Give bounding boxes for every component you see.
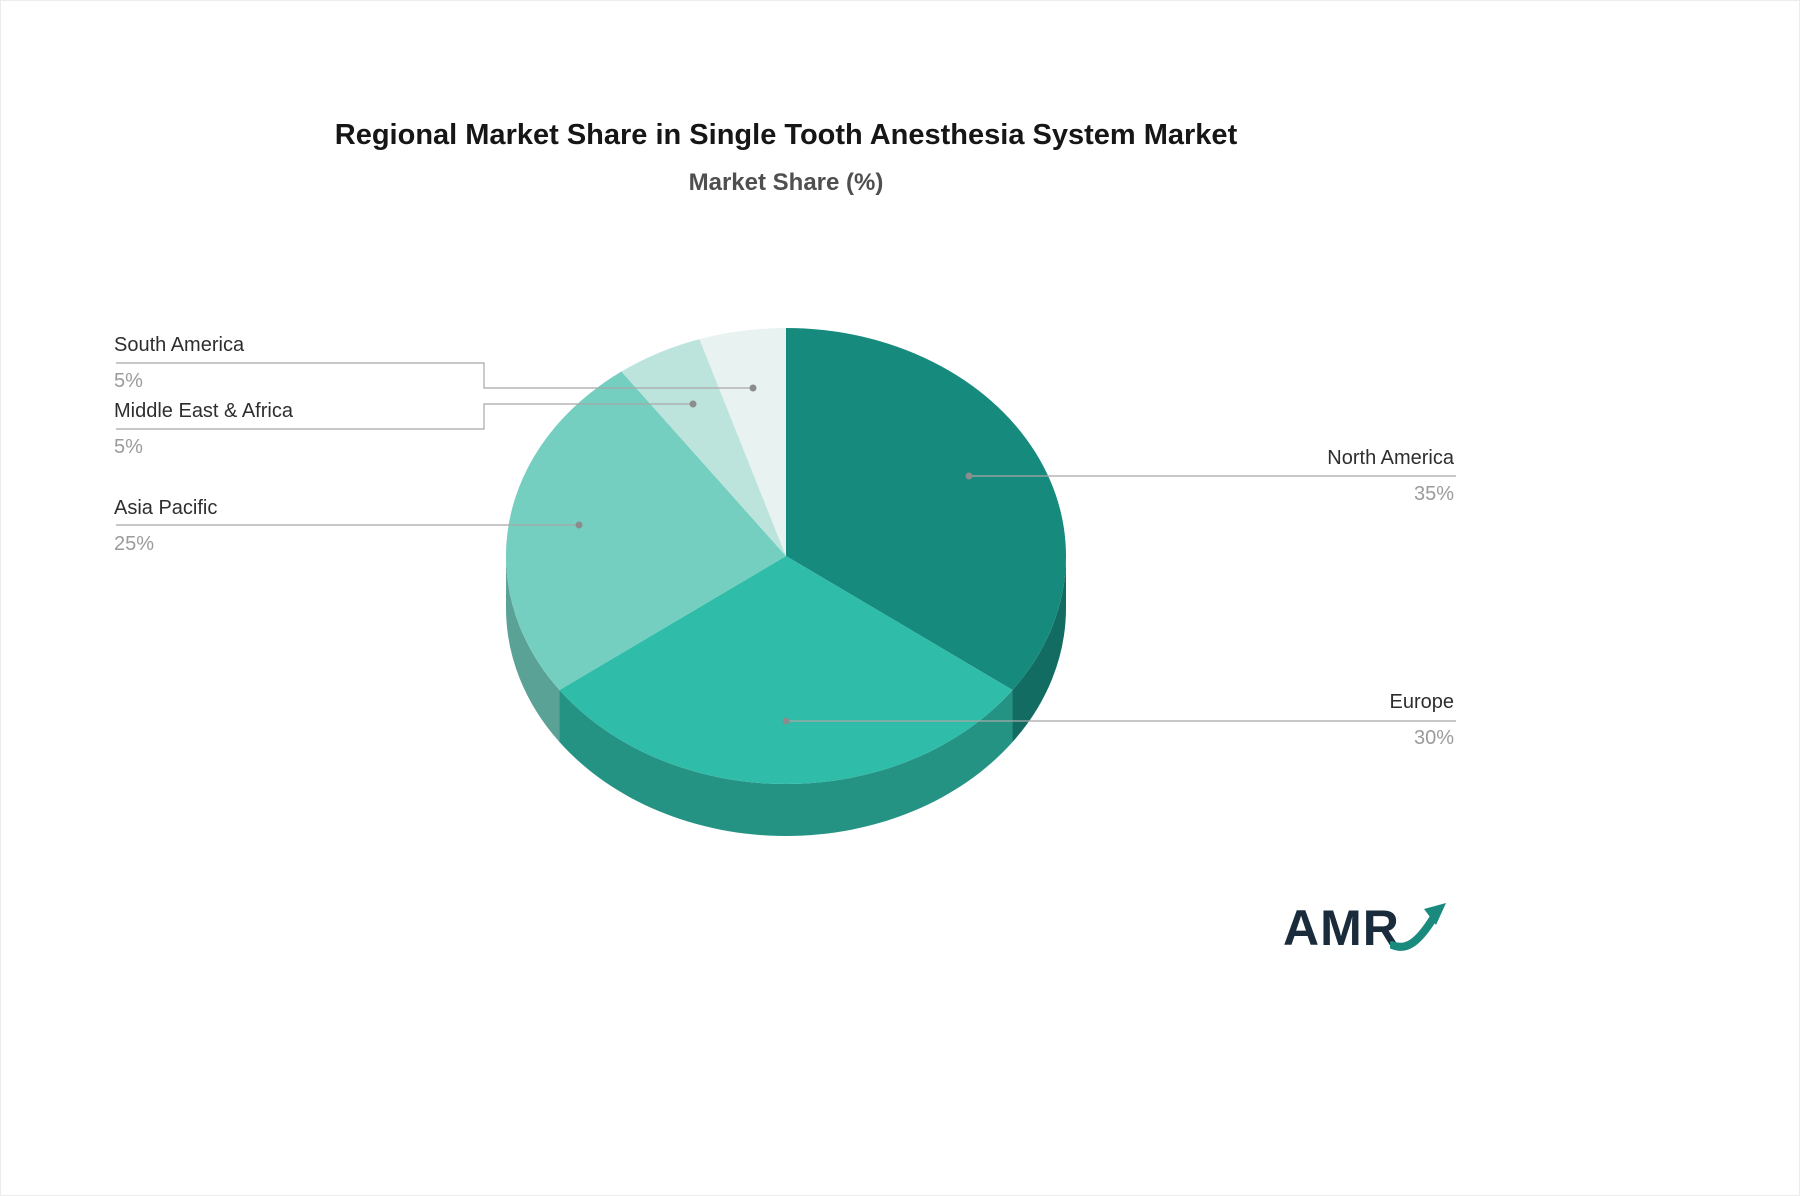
pie-slice-2 — [505, 371, 786, 691]
slice-value-text: 5% — [114, 436, 143, 458]
chart-subtitle: Market Share (%) — [688, 169, 884, 196]
slice-label-europe: Europe 30% — [1390, 689, 1455, 751]
slice-label-text: Middle East & Africa — [114, 400, 293, 422]
leader-dot-3 — [689, 400, 697, 408]
slice-label-north-america: North America 35% — [1327, 445, 1454, 507]
pie-slice-wall-0 — [1012, 556, 1066, 743]
pie-slice-3 — [621, 339, 786, 556]
slice-value-text: 35% — [1413, 483, 1454, 505]
amr-logo-text: AMR — [1283, 900, 1400, 956]
slice-label-asia-pacific: Asia Pacific 25% — [114, 495, 217, 557]
leader-dot-1 — [782, 717, 790, 725]
slice-value-text: 30% — [1413, 727, 1454, 749]
amr-logo-arrow-icon — [1389, 903, 1446, 951]
amr-logo: AMR — [1283, 899, 1448, 957]
pie-slice-0 — [786, 328, 1066, 691]
chart-title: Regional Market Share in Single Tooth An… — [334, 119, 1238, 151]
slice-value-text: 5% — [114, 370, 143, 392]
pie-slice-1 — [559, 556, 1013, 784]
leader-line-4 — [116, 362, 753, 389]
slice-label-south-america: South America 5% — [114, 332, 244, 394]
slice-label-text: Europe — [1389, 691, 1455, 713]
pie-slice-wall-2 — [506, 556, 560, 743]
slice-label-text: South America — [114, 334, 245, 356]
slice-label-text: Asia Pacific — [114, 497, 218, 519]
pie-slice-wall-1 — [559, 690, 1013, 836]
leader-dot-0 — [965, 472, 973, 480]
slice-value-text: 25% — [114, 533, 155, 555]
leader-dot-2 — [575, 521, 583, 529]
pie-slice-4 — [699, 328, 786, 556]
leader-dot-4 — [749, 384, 757, 392]
slice-label-middle-east-africa: Middle East & Africa 5% — [114, 398, 293, 460]
leader-line-3 — [116, 403, 693, 430]
slice-label-text: North America — [1327, 447, 1454, 469]
